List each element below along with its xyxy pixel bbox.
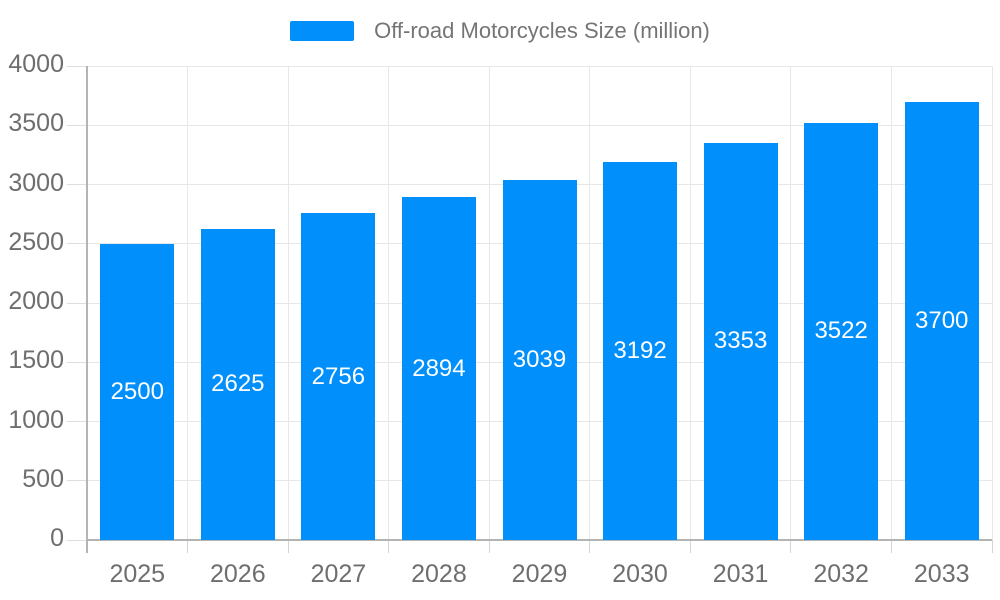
x-axis-label: 2031 <box>712 560 769 588</box>
v-grid-line <box>689 66 691 540</box>
v-grid-line <box>589 66 591 540</box>
x-axis-label: 2032 <box>813 560 869 588</box>
y-grid-line <box>87 124 992 126</box>
legend-item[interactable]: Off-road Motorcycles Size (million) <box>290 18 710 44</box>
legend-label: Off-road Motorcycles Size (million) <box>374 18 710 43</box>
bar <box>401 197 476 540</box>
x-axis-label: 2028 <box>411 560 467 588</box>
y-axis-tick <box>67 361 87 363</box>
v-grid-line <box>187 66 189 540</box>
bar-value-label: 3700 <box>915 306 969 334</box>
v-grid-line <box>287 66 289 540</box>
y-axis-tick <box>67 65 87 67</box>
y-axis-tick <box>67 539 87 541</box>
y-axis-tick <box>67 480 87 482</box>
y-axis-line <box>86 66 88 553</box>
bar <box>301 213 376 540</box>
y-tick-label: 3000 <box>8 168 64 197</box>
chart-legend: Off-road Motorcycles Size (million) <box>0 18 1000 44</box>
bar-value-label: 3039 <box>512 345 567 373</box>
x-axis-label: 2029 <box>511 560 568 588</box>
y-tick-label: 2500 <box>8 227 64 256</box>
y-tick-label: 0 <box>50 524 64 552</box>
y-tick-label: 1000 <box>8 405 64 434</box>
bar-value-label: 3192 <box>613 336 667 364</box>
y-tick-label: 4000 <box>8 50 64 78</box>
x-axis-label: 2027 <box>310 560 367 588</box>
x-axis-tick <box>388 540 390 553</box>
bar-value-label: 2625 <box>211 370 265 398</box>
x-axis-label: 2025 <box>109 560 166 588</box>
x-axis-tick <box>689 540 691 553</box>
bar <box>703 142 778 540</box>
x-axis-tick <box>187 540 189 553</box>
v-grid-line <box>488 66 490 540</box>
y-axis-tick <box>67 124 87 126</box>
bar <box>804 122 879 540</box>
bar-value-label: 2894 <box>412 354 466 382</box>
x-axis-tick <box>287 540 289 553</box>
y-axis-tick <box>67 302 87 304</box>
bar-value-label: 2500 <box>110 377 164 405</box>
y-axis-tick <box>67 243 87 245</box>
v-grid-line <box>890 66 892 540</box>
y-axis-tick <box>67 184 87 185</box>
v-grid-line <box>790 66 792 540</box>
bar-value-label: 2756 <box>311 362 366 390</box>
bar-value-label: 3353 <box>713 327 768 355</box>
x-axis-tick <box>790 540 792 553</box>
bar-value-label: 3522 <box>814 317 868 345</box>
x-axis-tick <box>991 540 993 553</box>
bar <box>100 243 175 540</box>
y-tick-label: 2000 <box>8 287 64 315</box>
v-grid-line <box>388 66 390 540</box>
legend-swatch-icon <box>290 21 355 41</box>
v-grid-line <box>991 66 993 540</box>
x-axis-line <box>87 539 992 541</box>
x-axis-label: 2030 <box>612 560 668 588</box>
y-grid-line <box>87 65 992 67</box>
x-axis-tick <box>488 540 490 553</box>
y-tick-label: 3500 <box>8 109 64 138</box>
bar <box>904 101 979 540</box>
x-axis-label: 2033 <box>913 560 970 588</box>
bar <box>200 228 275 540</box>
y-axis-tick <box>67 421 87 422</box>
x-axis-tick <box>589 540 591 553</box>
x-axis-label: 2026 <box>210 560 266 588</box>
bar <box>502 179 577 540</box>
y-tick-label: 1500 <box>8 346 64 375</box>
y-tick-label: 500 <box>22 464 64 493</box>
x-axis-tick <box>890 540 892 553</box>
bar <box>603 161 678 540</box>
